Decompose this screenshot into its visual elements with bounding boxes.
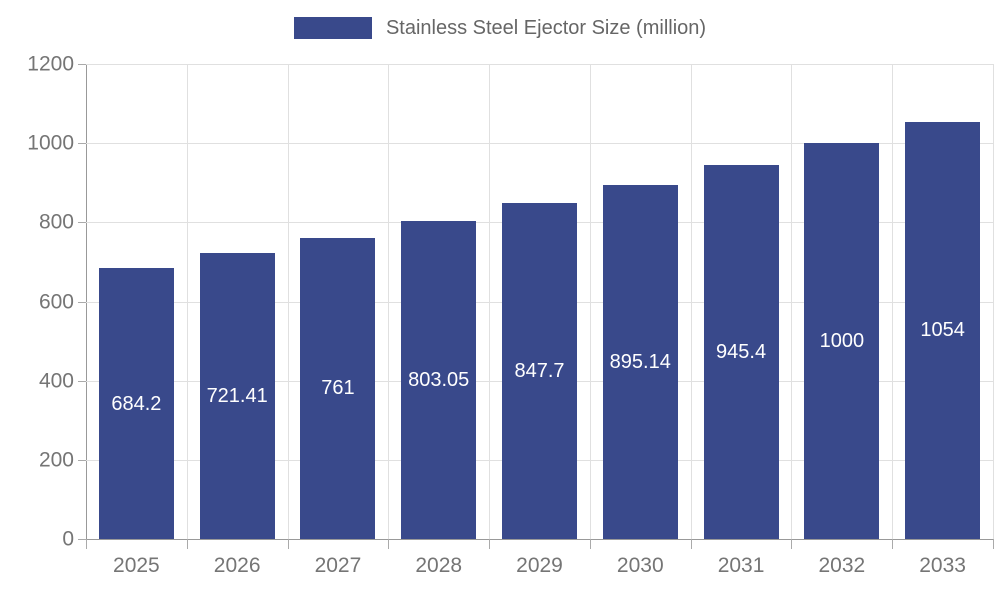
y-axis-tick-label: 400 [38,369,74,393]
y-axis-tick-mark [78,539,86,540]
x-axis-tick-mark [489,539,491,549]
vertical-gridline [993,64,994,539]
bar-value-label: 684.2 [111,392,162,415]
vertical-gridline [489,64,491,539]
bar-2031[interactable]: 945.4 [703,164,779,539]
y-axis-tick-mark [78,222,86,224]
x-axis-tick-label: 2026 [213,554,261,577]
y-axis-tick-mark [78,301,86,303]
x-axis-line [86,539,993,540]
legend-item[interactable]: Stainless Steel Ejector Size (million) [293,16,707,40]
x-axis-tick-mark [86,539,87,549]
y-axis-tick-mark [78,380,86,382]
x-axis-tick-label: 2031 [717,554,765,577]
y-axis-tick-label: 1200 [27,52,74,76]
vertical-gridline [589,64,591,539]
x-axis-tick-label: 2033 [919,554,966,577]
horizontal-gridline [86,143,993,145]
x-axis-tick-label: 2025 [113,554,160,577]
y-axis-tick-mark [78,64,86,65]
bar-value-label: 895.14 [609,350,671,373]
y-axis-tick-mark [78,143,86,145]
x-axis-tick-label: 2029 [516,554,563,577]
x-axis-tick-label: 2027 [314,554,362,577]
bar-value-label: 803.05 [408,369,470,392]
bar-2030[interactable]: 895.14 [602,184,678,539]
vertical-gridline [892,64,894,539]
vertical-gridline [690,64,692,539]
x-axis-tick-mark [388,539,390,549]
x-axis-tick-mark [791,539,793,549]
x-axis-tick-mark [892,539,894,549]
x-axis-tick-mark [589,539,591,549]
x-axis-tick-mark [287,539,289,549]
vertical-gridline [388,64,390,539]
x-axis-tick-mark [186,539,188,549]
bar-2026[interactable]: 721.41 [199,253,275,539]
y-axis-tick-label: 0 [62,527,74,551]
legend-swatch [293,17,372,39]
x-axis-tick-label: 2028 [415,554,463,577]
bar-2028[interactable]: 803.05 [401,221,477,539]
horizontal-gridline [86,64,993,65]
x-axis-tick-label: 2030 [616,554,664,577]
bar-value-label: 721.41 [206,385,268,408]
bar-2033[interactable]: 1054 [905,121,981,539]
bar-2027[interactable]: 761 [300,237,376,539]
vertical-gridline [186,64,188,539]
bar-value-label: 761 [321,377,355,400]
bar-value-label: 1054 [920,319,965,342]
plot-area: 0 200 400 600 800 1000 1200 684.2 2025 721.41 2026… [27,54,994,576]
y-axis-tick-label: 200 [38,448,74,472]
y-axis-tick-label: 800 [38,210,74,234]
bar-value-label: 1000 [819,330,865,353]
y-axis-tick-label: 600 [38,290,74,313]
legend-label: Stainless Steel Ejector Size (million) [385,17,707,39]
y-axis-tick-label: 1000 [27,131,74,155]
x-axis-tick-label: 2032 [818,554,866,577]
bar-2025[interactable]: 684.2 [98,268,174,539]
legend: Stainless Steel Ejector Size (million) [0,0,1000,56]
x-axis-tick-mark [993,539,994,549]
vertical-gridline [287,64,289,539]
bar-value-label: 945.4 [716,340,767,363]
x-axis-tick-mark [690,539,692,549]
vertical-gridline [791,64,793,539]
bar-2029[interactable]: 847.7 [502,203,577,539]
y-axis-tick-mark [78,459,86,461]
bar-2032[interactable]: 1000 [804,143,880,539]
bar-value-label: 847.7 [514,360,565,383]
